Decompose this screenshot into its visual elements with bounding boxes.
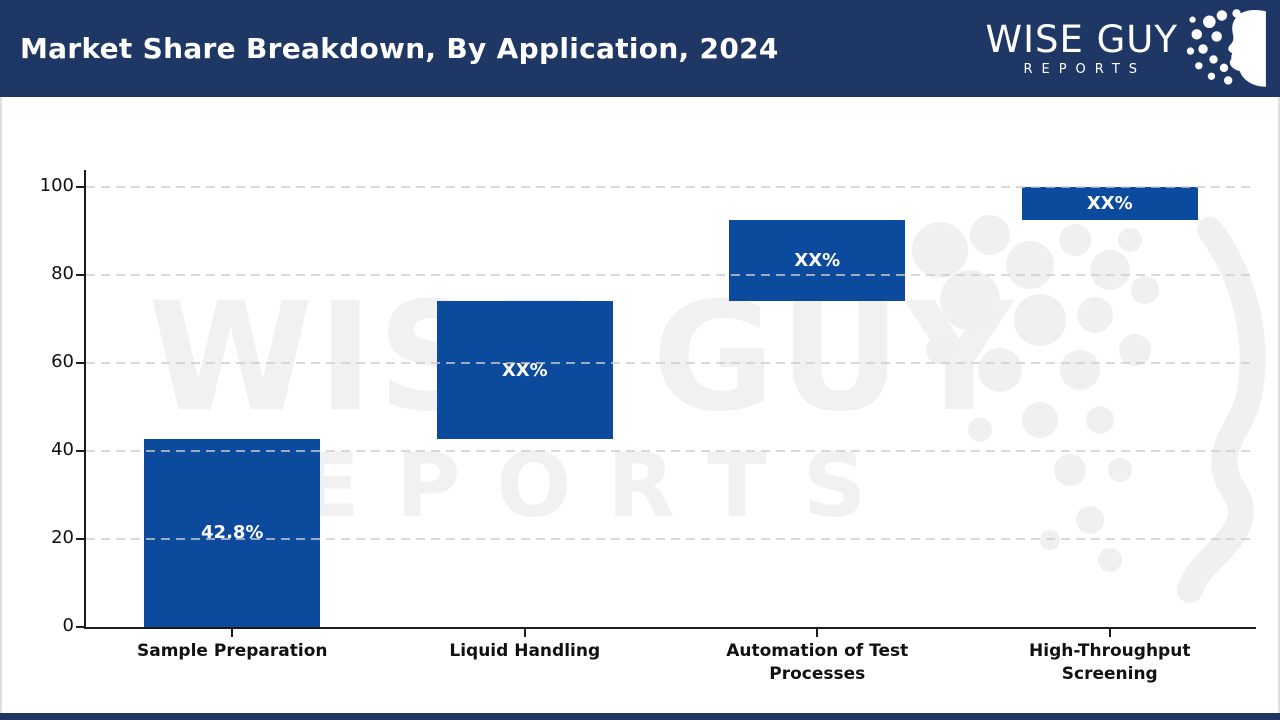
- x-tick-mark-liquid-handling: [523, 629, 526, 637]
- gridline-80: [86, 274, 1256, 276]
- logo-text: WISE GUY REPORTS: [986, 21, 1178, 77]
- bar-value-label-liquid-handling: XX%: [501, 359, 548, 381]
- y-tick-label-0: 0: [62, 615, 74, 636]
- y-tick-mark-40: [76, 450, 84, 452]
- y-axis-line: [84, 170, 86, 629]
- watermark-face-icon: [912, 215, 1266, 603]
- gridline-100: [86, 186, 1256, 188]
- logo-face-icon: [1186, 8, 1266, 87]
- x-tick-mark-sample-preparation: [231, 629, 234, 637]
- x-tick-mark-automation-of-test-processes: [816, 629, 819, 637]
- y-tick-label-20: 20: [51, 527, 74, 548]
- y-tick-mark-100: [76, 186, 84, 188]
- x-category-label-high-throughput-screening: High-Throughput Screening: [1029, 641, 1191, 684]
- y-tick-label-80: 80: [51, 263, 74, 284]
- bar-sample-preparation: 42.8%: [144, 438, 321, 627]
- bar-high-throughput-screening: XX%: [1021, 187, 1198, 220]
- gridline-40: [86, 450, 1256, 452]
- x-category-label-liquid-handling: Liquid Handling: [449, 641, 601, 661]
- logo-subtext: REPORTS: [1023, 61, 1147, 77]
- x-tick-mark-high-throughput-screening: [1108, 629, 1111, 637]
- y-tick-label-40: 40: [51, 439, 74, 460]
- x-category-label-sample-preparation: Sample Preparation: [137, 641, 328, 661]
- footer-banner: [0, 713, 1280, 720]
- bar-value-label-high-throughput-screening: XX%: [1086, 193, 1133, 214]
- page-title: Market Share Breakdown, By Application, …: [20, 32, 779, 65]
- y-tick-label-100: 100: [39, 175, 74, 196]
- bar-automation-of-test-processes: XX%: [729, 220, 906, 302]
- x-category-label-automation-of-test-processes: Automation of Test Processes: [726, 641, 909, 684]
- y-tick-label-60: 60: [51, 351, 74, 372]
- y-tick-mark-60: [76, 362, 84, 364]
- x-axis-line: [84, 627, 1256, 629]
- bar-liquid-handling: XX%: [436, 301, 613, 439]
- bar-value-label-sample-preparation: 42.8%: [201, 522, 264, 544]
- bar-value-label-automation-of-test-processes: XX%: [794, 250, 841, 272]
- y-tick-mark-0: [76, 626, 84, 628]
- gridline-20: [86, 538, 1256, 540]
- wise-guy-reports-logo: WISE GUY REPORTS: [986, 5, 1266, 93]
- logo-wordmark: WISE GUY: [985, 17, 1178, 61]
- header-banner: Market Share Breakdown, By Application, …: [0, 0, 1280, 97]
- gridline-60: [86, 362, 1256, 364]
- y-tick-mark-20: [76, 538, 84, 540]
- y-tick-mark-80: [76, 274, 84, 276]
